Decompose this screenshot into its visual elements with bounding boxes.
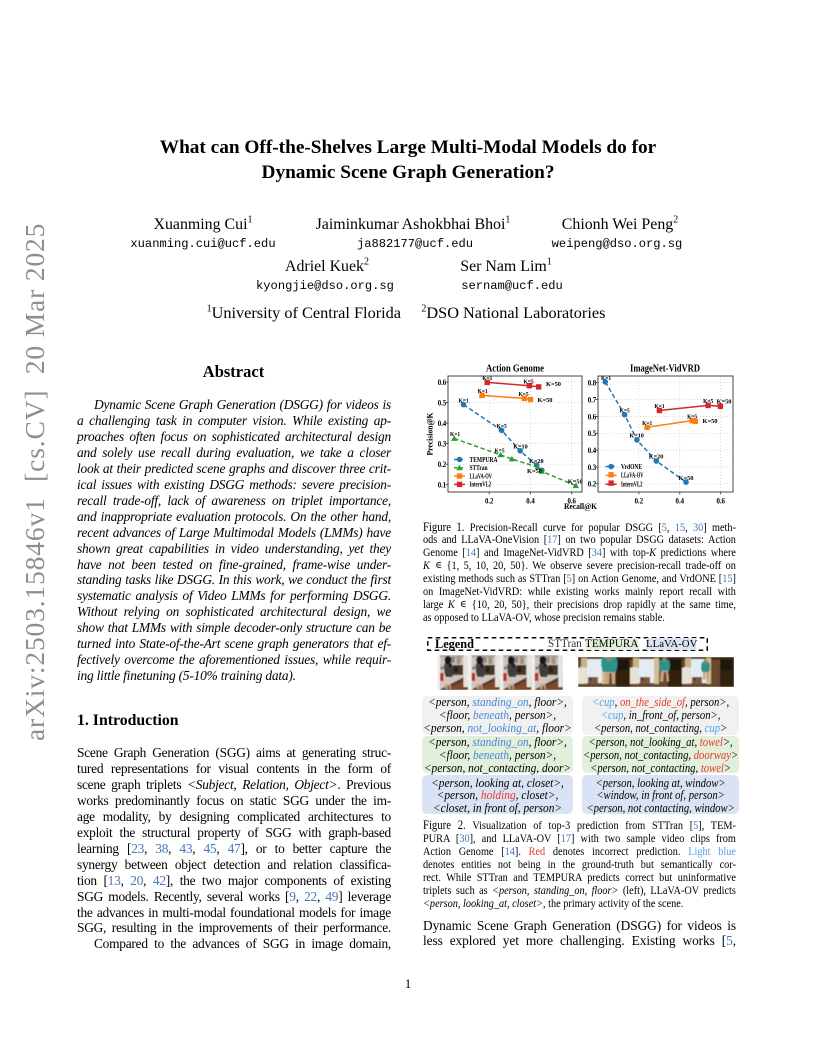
svg-text:K=1: K=1 — [450, 431, 460, 438]
svg-text:K=50: K=50 — [679, 475, 695, 482]
svg-text:ImageNet-VidVRD: ImageNet-VidVRD — [630, 364, 700, 375]
svg-text:K=5: K=5 — [687, 413, 698, 420]
svg-text:Precision@K: Precision@K — [426, 412, 435, 456]
svg-text:K=5: K=5 — [497, 423, 508, 430]
svg-text:K=5: K=5 — [495, 448, 506, 455]
svg-text:0.7: 0.7 — [588, 396, 597, 405]
svg-text:0.6: 0.6 — [438, 378, 447, 387]
svg-text:K=20: K=20 — [649, 454, 664, 461]
svg-text:0.6: 0.6 — [588, 412, 597, 421]
svg-text:0.4: 0.4 — [588, 446, 597, 455]
svg-text:K=1: K=1 — [478, 388, 488, 395]
svg-text:Action Genome: Action Genome — [486, 364, 544, 375]
svg-text:0.2: 0.2 — [588, 480, 597, 489]
svg-text:TEMPURA: TEMPURA — [470, 456, 498, 464]
svg-text:K=50: K=50 — [538, 397, 554, 404]
svg-text:K=1: K=1 — [654, 403, 664, 410]
svg-text:InternVL2: InternVL2 — [621, 481, 643, 489]
svg-text:K=1: K=1 — [482, 375, 492, 382]
svg-text:K=20: K=20 — [529, 458, 544, 465]
svg-text:K=50: K=50 — [568, 478, 584, 485]
svg-text:0.2: 0.2 — [485, 496, 494, 505]
svg-text:0.3: 0.3 — [588, 463, 597, 472]
svg-text:K=5: K=5 — [620, 407, 631, 414]
svg-text:0.8: 0.8 — [588, 379, 597, 388]
svg-text:K=5: K=5 — [703, 398, 714, 405]
svg-text:InternVL2: InternVL2 — [470, 481, 492, 489]
svg-text:0.2: 0.2 — [438, 460, 447, 469]
svg-text:K=50: K=50 — [527, 468, 543, 475]
svg-text:0.4: 0.4 — [438, 419, 447, 428]
svg-text:K=50: K=50 — [546, 381, 562, 388]
svg-text:K=50: K=50 — [703, 418, 719, 425]
svg-text:K=50: K=50 — [717, 398, 733, 405]
svg-text:K=1: K=1 — [642, 420, 652, 427]
svg-text:0.4: 0.4 — [676, 496, 685, 505]
svg-text:K=10: K=10 — [629, 433, 644, 440]
svg-text:K=5: K=5 — [524, 378, 535, 385]
svg-text:0.1: 0.1 — [438, 481, 447, 490]
svg-text:K=1: K=1 — [601, 375, 611, 382]
svg-text:Recall@K: Recall@K — [564, 502, 598, 511]
svg-text:LLaVA-OV: LLaVA-OV — [470, 472, 493, 480]
svg-text:0.6: 0.6 — [716, 496, 725, 505]
svg-text:K=5: K=5 — [519, 391, 530, 398]
svg-text:VrdONE: VrdONE — [621, 463, 642, 471]
svg-text:K=10: K=10 — [513, 444, 528, 451]
svg-text:0.5: 0.5 — [588, 429, 597, 438]
svg-text:0.4: 0.4 — [526, 496, 535, 505]
svg-text:0.6: 0.6 — [567, 496, 576, 505]
svg-text:0.3: 0.3 — [438, 440, 447, 449]
svg-text:K=1: K=1 — [459, 397, 469, 404]
svg-text:0.2: 0.2 — [635, 496, 644, 505]
svg-text:0.5: 0.5 — [438, 398, 447, 407]
svg-text:STTran: STTran — [470, 464, 488, 472]
svg-text:LLaVA-OV: LLaVA-OV — [621, 472, 644, 480]
